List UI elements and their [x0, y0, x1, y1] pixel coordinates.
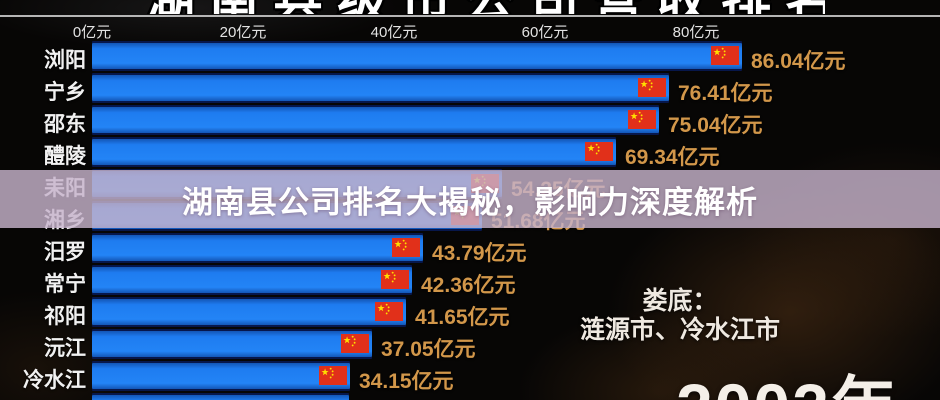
china-flag-icon	[381, 270, 409, 289]
value-label: 42.36亿元	[421, 274, 516, 297]
x-axis-tick: 80亿元	[672, 24, 720, 41]
clipped-top-title-text: 湖南县级市公司营收排名	[145, 0, 825, 14]
value-label: 37.05亿元	[381, 338, 476, 361]
value-bar	[92, 299, 406, 325]
value-label: 41.65亿元	[415, 306, 510, 329]
value-bar	[92, 363, 350, 389]
value-bar	[92, 43, 742, 69]
value-bar	[92, 267, 412, 293]
partial-bottom-bar	[92, 395, 349, 400]
region-note-line2: 涟源市、冷水江市	[579, 316, 780, 344]
clipped-top-title: 湖南县级市公司营收排名	[145, 0, 825, 14]
china-flag-icon	[628, 110, 656, 129]
china-flag-icon	[711, 46, 739, 65]
x-axis: 0亿元 20亿元 40亿元 60亿元 80亿元	[0, 20, 940, 41]
china-flag-icon	[392, 238, 420, 257]
value-bar	[92, 139, 616, 165]
x-axis-tick: 60亿元	[521, 24, 569, 41]
category-label: 汨罗	[44, 241, 86, 264]
category-label: 邵东	[44, 113, 86, 136]
x-axis-tick: 40亿元	[370, 24, 418, 41]
category-label: 沅江	[44, 337, 86, 360]
region-note-line1: 娄底：	[642, 287, 718, 315]
year-label: 2002年	[676, 354, 899, 400]
china-flag-icon	[638, 78, 666, 97]
value-label: 76.41亿元	[678, 82, 773, 105]
value-label: 69.34亿元	[625, 146, 720, 169]
top-divider-line	[0, 15, 940, 17]
value-label: 86.04亿元	[751, 50, 846, 73]
region-note: 娄底： 涟源市、冷水江市	[555, 287, 805, 345]
category-label: 祁阳	[44, 305, 86, 328]
china-flag-icon	[319, 366, 347, 385]
x-axis-tick: 20亿元	[219, 24, 267, 41]
value-bar	[92, 107, 659, 133]
value-bar	[92, 75, 669, 101]
category-label: 冷水江	[23, 369, 86, 392]
caption-band: 湖南县公司排名大揭秘，影响力深度解析	[0, 170, 940, 228]
caption-title: 湖南县公司排名大揭秘，影响力深度解析	[182, 184, 758, 220]
x-axis-tick: 0亿元	[72, 24, 112, 41]
value-bar	[92, 235, 423, 261]
category-label: 浏阳	[44, 49, 86, 72]
china-flag-icon	[585, 142, 613, 161]
value-label: 34.15亿元	[359, 370, 454, 393]
value-label: 43.79亿元	[432, 242, 527, 265]
category-label: 常宁	[44, 273, 86, 296]
value-label: 75.04亿元	[668, 114, 763, 137]
category-label: 宁乡	[44, 81, 86, 104]
china-flag-icon	[341, 334, 369, 353]
category-label: 醴陵	[44, 145, 86, 168]
value-bar	[92, 331, 372, 357]
china-flag-icon	[375, 302, 403, 321]
